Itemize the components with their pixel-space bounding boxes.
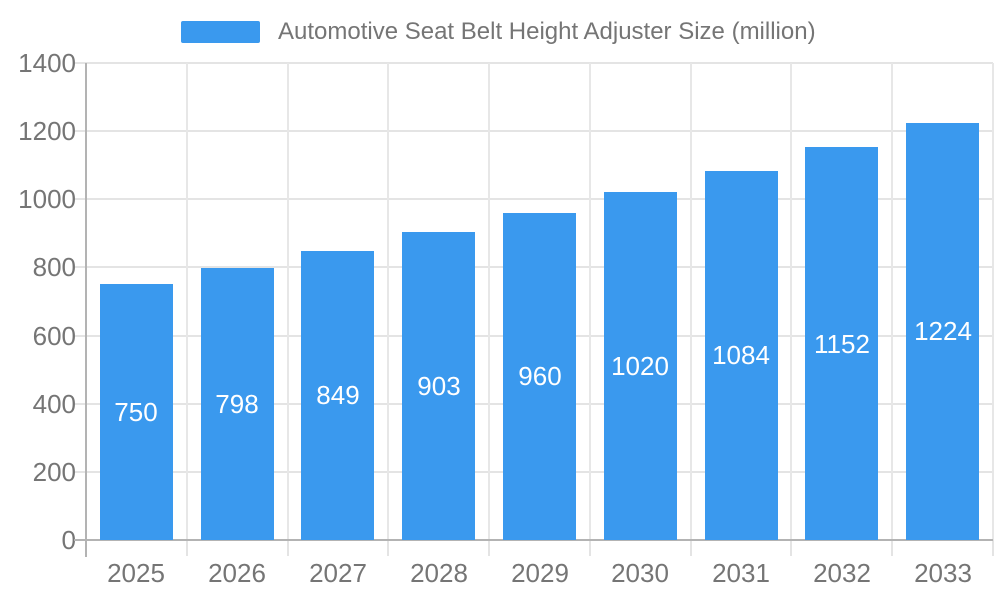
v-gridline	[287, 63, 289, 540]
x-axis-tick	[790, 540, 792, 556]
x-axis-tick	[690, 540, 692, 556]
y-tick-label: 800	[32, 252, 76, 282]
v-gridline	[891, 63, 893, 540]
v-gridline	[589, 63, 591, 540]
x-axis-line	[74, 539, 993, 541]
x-tick-label: 2030	[611, 558, 669, 588]
bar-value-label: 750	[114, 397, 158, 427]
x-axis-tick	[387, 540, 389, 556]
v-gridline	[790, 63, 792, 540]
x-tick-label: 2031	[712, 558, 770, 588]
y-axis-tick	[74, 335, 86, 337]
bar	[402, 232, 475, 540]
y-axis-line	[85, 63, 87, 557]
v-gridline	[488, 63, 490, 540]
h-gridline	[86, 62, 993, 64]
y-tick-label: 1200	[18, 116, 76, 146]
h-gridline	[86, 130, 993, 132]
bar-value-label: 798	[215, 389, 259, 419]
x-tick-label: 2025	[107, 558, 165, 588]
x-tick-label: 2028	[410, 558, 468, 588]
x-axis-tick	[186, 540, 188, 556]
bar	[301, 251, 374, 540]
x-axis-tick	[287, 540, 289, 556]
x-tick-label: 2033	[914, 558, 972, 588]
y-axis-tick	[74, 198, 86, 200]
x-tick-label: 2032	[813, 558, 871, 588]
bar-value-label: 1084	[712, 340, 770, 370]
bar	[604, 192, 677, 540]
y-axis-tick	[74, 62, 86, 64]
bar	[503, 213, 576, 540]
y-axis-tick	[74, 130, 86, 132]
bar-value-label: 1020	[611, 351, 669, 381]
bar-value-label: 1152	[814, 329, 870, 359]
bar	[705, 171, 778, 540]
bar	[201, 268, 274, 540]
y-tick-label: 0	[61, 525, 76, 555]
y-axis-tick	[74, 471, 86, 473]
x-axis-tick	[891, 540, 893, 556]
x-axis-tick	[589, 540, 591, 556]
y-tick-label: 400	[32, 389, 76, 419]
legend-label: Automotive Seat Belt Height Adjuster Siz…	[278, 18, 816, 45]
bar	[100, 284, 173, 540]
bar-value-label: 960	[518, 361, 562, 391]
bar	[906, 123, 979, 540]
y-tick-label: 200	[32, 457, 76, 487]
bar-value-label: 903	[417, 371, 461, 401]
v-gridline	[186, 63, 188, 540]
h-gridline	[86, 198, 993, 200]
v-gridline	[690, 63, 692, 540]
bar	[805, 147, 878, 540]
y-axis-tick	[74, 403, 86, 405]
x-tick-label: 2026	[208, 558, 266, 588]
bar-value-label: 849	[316, 380, 360, 410]
y-axis-tick	[74, 266, 86, 268]
bar-value-label: 1224	[914, 316, 972, 346]
x-axis-tick	[992, 540, 994, 556]
x-axis-tick	[488, 540, 490, 556]
y-tick-label: 1400	[18, 48, 76, 78]
v-gridline	[992, 63, 994, 540]
y-tick-label: 600	[32, 321, 76, 351]
v-gridline	[387, 63, 389, 540]
x-tick-label: 2027	[309, 558, 367, 588]
x-tick-label: 2029	[511, 558, 569, 588]
legend-swatch-icon	[181, 21, 260, 43]
y-tick-label: 1000	[18, 184, 76, 214]
legend-item[interactable]: Automotive Seat Belt Height Adjuster Siz…	[181, 18, 816, 46]
